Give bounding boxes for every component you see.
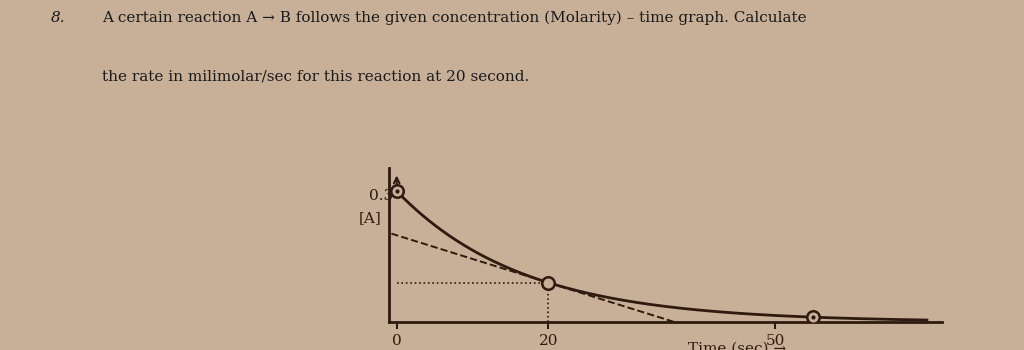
Text: Time (sec) →: Time (sec) → — [688, 342, 786, 350]
Text: 8.: 8. — [51, 10, 66, 25]
Text: 0.3: 0.3 — [369, 189, 393, 203]
Text: [A]: [A] — [358, 211, 382, 225]
Text: A certain reaction A → B follows the given concentration (Molarity) – time graph: A certain reaction A → B follows the giv… — [102, 10, 807, 25]
Text: the rate in milimolar/sec for this reaction at 20 second.: the rate in milimolar/sec for this react… — [102, 70, 529, 84]
